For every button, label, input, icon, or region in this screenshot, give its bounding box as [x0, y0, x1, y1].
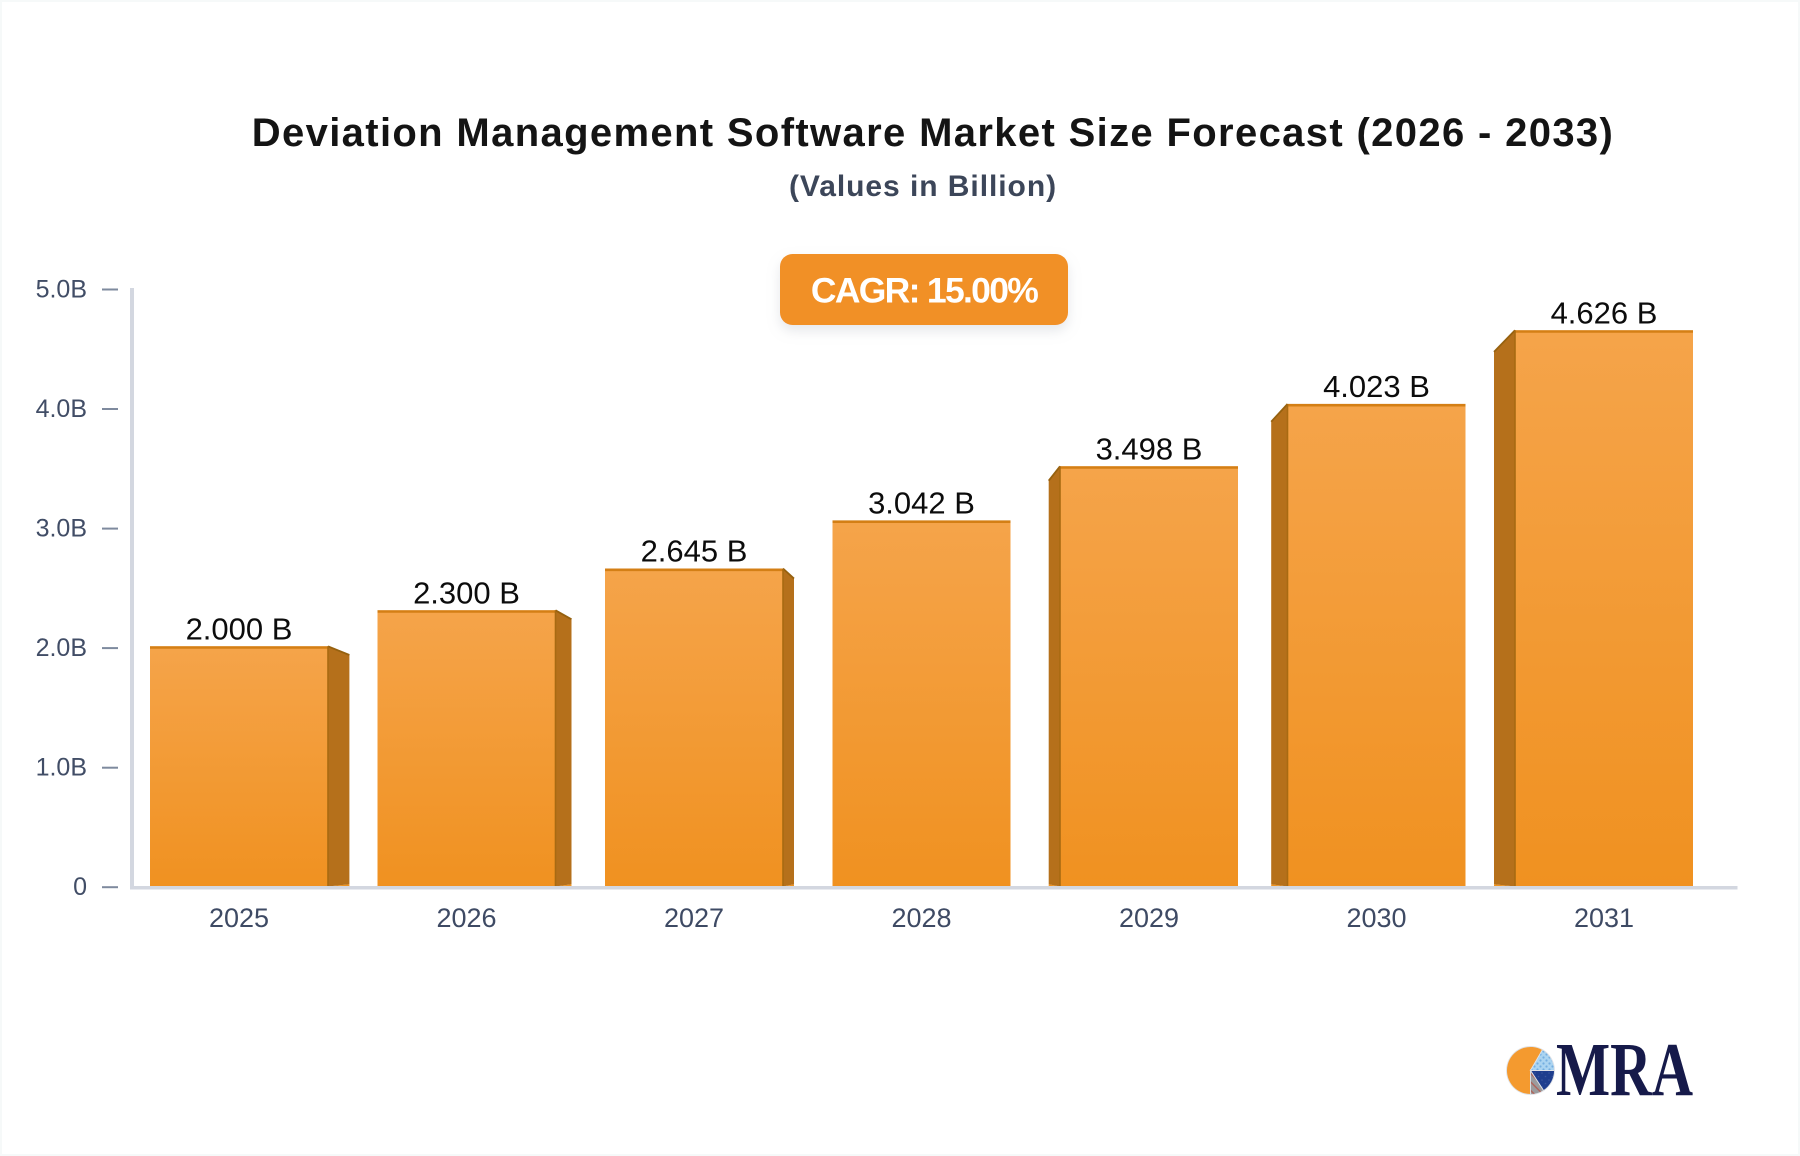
svg-text:2031: 2031 — [1574, 903, 1634, 933]
svg-text:4.023 B: 4.023 B — [1323, 369, 1430, 404]
svg-text:0: 0 — [73, 873, 87, 901]
svg-text:3.0B: 3.0B — [36, 515, 87, 543]
svg-text:2.0B: 2.0B — [36, 634, 87, 662]
svg-text:MRA: MRA — [1556, 1028, 1693, 1112]
svg-text:2027: 2027 — [664, 903, 724, 933]
svg-text:(Values in Billion): (Values in Billion) — [789, 170, 1057, 203]
svg-text:2.300 B: 2.300 B — [413, 575, 520, 610]
svg-text:4.626 B: 4.626 B — [1551, 295, 1658, 330]
svg-text:2029: 2029 — [1119, 903, 1179, 933]
svg-text:5.0B: 5.0B — [36, 276, 87, 304]
svg-text:3.498 B: 3.498 B — [1096, 431, 1203, 466]
svg-text:2030: 2030 — [1346, 903, 1406, 933]
svg-text:CAGR: 15.00%: CAGR: 15.00% — [811, 271, 1038, 311]
svg-text:2028: 2028 — [891, 903, 951, 933]
svg-text:2025: 2025 — [209, 903, 269, 933]
svg-text:2.645 B: 2.645 B — [641, 534, 748, 569]
svg-text:1.0B: 1.0B — [36, 754, 87, 782]
svg-text:Deviation Management Software: Deviation Management Software Market Siz… — [252, 111, 1614, 155]
svg-text:2.000 B: 2.000 B — [186, 611, 293, 646]
svg-text:4.0B: 4.0B — [36, 395, 87, 423]
svg-text:3.042 B: 3.042 B — [868, 486, 975, 521]
svg-text:2026: 2026 — [436, 903, 496, 933]
